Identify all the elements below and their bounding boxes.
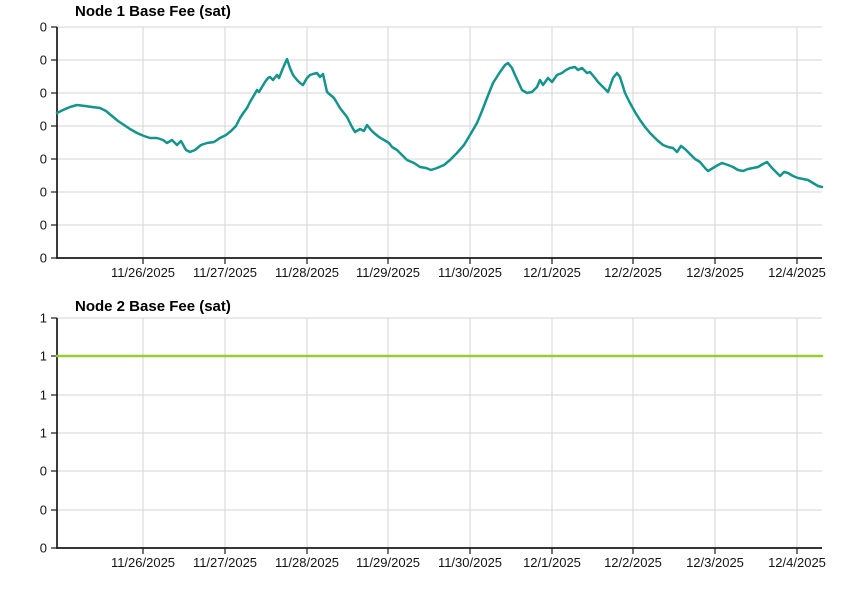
y-tick-label: 1 [40, 311, 47, 326]
y-tick-label: 0 [40, 152, 47, 167]
x-tick-label: 12/1/2025 [523, 265, 581, 280]
x-tick-label: 12/3/2025 [686, 555, 744, 570]
tick-marks [51, 26, 798, 264]
x-axis-labels: 11/26/2025 11/27/2025 11/28/2025 11/29/2025… [111, 265, 826, 280]
series-line-node1-base-fee [55, 57, 824, 189]
x-tick-label: 11/30/2025 [438, 265, 502, 280]
y-tick-label: 1 [40, 349, 47, 364]
y-tick-label: 1 [40, 388, 47, 403]
y-tick-label: 0 [40, 464, 47, 479]
x-tick-label: 11/26/2025 [111, 265, 175, 280]
y-tick-label: 0 [40, 20, 47, 35]
y-axis-labels: 0 0 0 0 0 0 0 0 [40, 20, 47, 266]
x-tick-label: 12/2/2025 [604, 265, 662, 280]
x-tick-label: 12/4/2025 [768, 555, 826, 570]
x-tick-label: 11/30/2025 [438, 555, 502, 570]
x-tick-label: 11/29/2025 [356, 555, 420, 570]
x-tick-label: 12/2/2025 [604, 555, 662, 570]
x-tick-label: 11/28/2025 [275, 555, 339, 570]
axes [56, 27, 822, 259]
chart1-title: Node 1 Base Fee (sat) [75, 3, 231, 20]
y-tick-label: 1 [40, 426, 47, 441]
x-tick-label: 11/26/2025 [111, 555, 175, 570]
x-tick-label: 11/27/2025 [193, 265, 257, 280]
y-tick-label: 0 [40, 185, 47, 200]
y-tick-label: 0 [40, 218, 47, 233]
gridlines [57, 317, 822, 549]
x-tick-label: 11/27/2025 [193, 555, 257, 570]
y-tick-label: 0 [40, 541, 47, 556]
x-tick-label: 11/28/2025 [275, 265, 339, 280]
x-tick-label: 12/3/2025 [686, 265, 744, 280]
y-tick-label: 0 [40, 251, 47, 266]
x-tick-label: 12/4/2025 [768, 265, 826, 280]
x-axis-labels: 11/26/2025 11/27/2025 11/28/2025 11/29/2025… [111, 555, 826, 570]
y-tick-label: 0 [40, 86, 47, 101]
x-tick-label: 12/1/2025 [523, 555, 581, 570]
y-tick-label: 0 [40, 53, 47, 68]
y-axis-labels: 1 1 1 1 0 0 0 [40, 311, 47, 556]
tick-marks [51, 317, 798, 554]
chart2-title: Node 2 Base Fee (sat) [75, 298, 231, 315]
y-tick-label: 0 [40, 119, 47, 134]
x-tick-label: 11/29/2025 [356, 265, 420, 280]
y-tick-label: 0 [40, 503, 47, 518]
gridlines [57, 26, 822, 259]
